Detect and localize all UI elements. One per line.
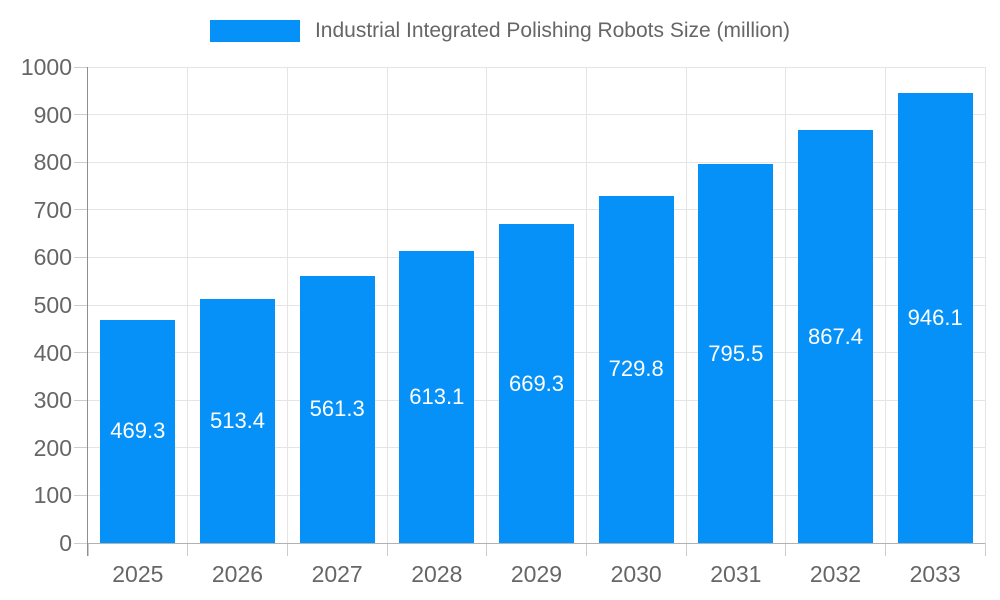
gridline-vertical bbox=[386, 67, 388, 543]
y-tick-label: 500 bbox=[33, 292, 72, 318]
y-axis-tick bbox=[74, 304, 88, 306]
x-tick-label: 2027 bbox=[311, 561, 363, 587]
x-axis-tick bbox=[984, 543, 986, 556]
gridline-horizontal bbox=[88, 66, 985, 68]
y-tick-label: 600 bbox=[33, 244, 72, 271]
bar bbox=[399, 251, 475, 543]
x-axis-tick bbox=[87, 543, 89, 556]
y-axis-tick bbox=[74, 114, 88, 116]
bar bbox=[499, 224, 574, 543]
y-axis-tick bbox=[74, 161, 88, 163]
y-tick-label: 800 bbox=[33, 149, 72, 176]
gridline-horizontal bbox=[88, 209, 985, 211]
x-axis-tick bbox=[685, 543, 687, 556]
y-tick-label: 100 bbox=[33, 482, 72, 509]
y-axis-tick bbox=[74, 256, 88, 258]
x-axis-tick bbox=[286, 543, 288, 556]
x-tick-label: 2030 bbox=[610, 561, 662, 587]
y-tick-label: 0 bbox=[59, 530, 72, 556]
x-tick-label: 2026 bbox=[211, 561, 264, 587]
x-axis-line bbox=[88, 543, 985, 544]
y-tick-label: 1000 bbox=[20, 54, 72, 80]
y-tick-label: 200 bbox=[33, 434, 72, 461]
y-tick-label: 300 bbox=[33, 387, 72, 414]
y-tick-label: 900 bbox=[33, 101, 72, 128]
bar bbox=[897, 92, 973, 543]
y-tick-label: 700 bbox=[33, 196, 72, 223]
x-tick-label: 2033 bbox=[909, 561, 961, 587]
gridline-horizontal bbox=[88, 161, 985, 163]
bar-value-label: 613.1 bbox=[409, 384, 465, 410]
y-axis-tick bbox=[74, 66, 88, 68]
y-axis-tick bbox=[74, 494, 88, 496]
legend-swatch bbox=[209, 20, 300, 42]
y-axis-tick bbox=[74, 209, 88, 211]
x-axis-tick bbox=[585, 543, 587, 556]
bar bbox=[798, 130, 873, 543]
x-axis-tick bbox=[386, 543, 388, 556]
x-axis-tick bbox=[884, 543, 886, 556]
bar bbox=[598, 195, 674, 543]
bar bbox=[100, 319, 176, 543]
bar-value-label: 795.5 bbox=[708, 340, 764, 366]
gridline-horizontal bbox=[88, 114, 985, 116]
y-axis-tick bbox=[74, 542, 88, 544]
y-axis-tick bbox=[74, 352, 88, 354]
bar-value-label: 729.8 bbox=[608, 356, 664, 382]
x-axis-tick bbox=[187, 543, 189, 556]
bar-value-label: 513.4 bbox=[209, 407, 266, 433]
chart-legend: Industrial Integrated Polishing Robots S… bbox=[0, 18, 1000, 44]
bar-value-label: 867.4 bbox=[807, 323, 864, 349]
y-axis-tick bbox=[74, 447, 88, 449]
bar bbox=[299, 275, 375, 543]
gridline-vertical bbox=[486, 67, 488, 543]
y-tick-label: 400 bbox=[33, 339, 72, 366]
bar-value-label: 469.3 bbox=[110, 418, 166, 444]
x-axis-tick bbox=[486, 543, 488, 556]
bar bbox=[200, 298, 275, 543]
gridline-vertical bbox=[884, 67, 886, 543]
x-tick-label: 2028 bbox=[411, 561, 463, 587]
gridline-vertical bbox=[187, 67, 189, 543]
gridline-vertical bbox=[984, 67, 986, 543]
gridline-vertical bbox=[785, 67, 787, 543]
y-axis-line bbox=[87, 67, 88, 556]
y-axis-tick bbox=[74, 399, 88, 401]
bar-value-label: 561.3 bbox=[309, 396, 365, 422]
x-axis-tick bbox=[785, 543, 787, 556]
gridline-vertical bbox=[585, 67, 587, 543]
gridline-vertical bbox=[286, 67, 288, 543]
bar bbox=[698, 164, 774, 543]
gridline-vertical bbox=[685, 67, 687, 543]
legend-label: Industrial Integrated Polishing Robots S… bbox=[314, 19, 791, 42]
bar-value-label: 669.3 bbox=[508, 370, 565, 396]
x-tick-label: 2029 bbox=[510, 561, 563, 587]
x-tick-label: 2031 bbox=[710, 561, 762, 587]
x-tick-label: 2032 bbox=[809, 561, 862, 587]
bar-value-label: 946.1 bbox=[907, 304, 963, 330]
x-tick-label: 2025 bbox=[112, 561, 164, 587]
